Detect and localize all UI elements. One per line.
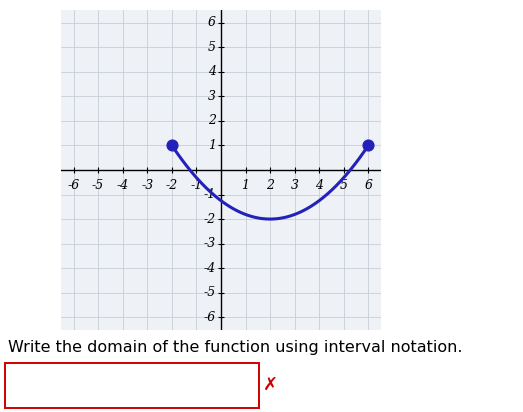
Point: [168, 142, 176, 149]
Text: -1: -1: [204, 188, 216, 201]
Text: -3: -3: [141, 178, 153, 192]
Text: ✗: ✗: [263, 376, 278, 394]
Text: 5: 5: [340, 178, 348, 192]
Text: -3: -3: [204, 237, 216, 250]
Text: 6: 6: [208, 16, 216, 29]
Text: -2: -2: [204, 213, 216, 226]
Text: 3: 3: [291, 178, 299, 192]
Text: 6: 6: [365, 178, 372, 192]
Text: 1: 1: [208, 139, 216, 152]
Text: 2: 2: [266, 178, 274, 192]
Text: 2: 2: [208, 114, 216, 127]
Text: 1: 1: [242, 178, 249, 192]
Text: 5: 5: [208, 41, 216, 54]
Text: [-2,6]  [-2,1]: [-2,6] [-2,1]: [14, 378, 112, 393]
Text: -4: -4: [204, 262, 216, 275]
Text: -6: -6: [204, 311, 216, 324]
Text: -1: -1: [190, 178, 202, 192]
Text: 3: 3: [208, 90, 216, 103]
Text: -4: -4: [117, 178, 129, 192]
Text: -6: -6: [67, 178, 79, 192]
Text: 4: 4: [315, 178, 323, 192]
Point: [364, 142, 372, 149]
Text: Write the domain of the function using interval notation.: Write the domain of the function using i…: [8, 340, 462, 355]
Text: -5: -5: [92, 178, 104, 192]
Text: -2: -2: [166, 178, 178, 192]
Text: 4: 4: [208, 65, 216, 78]
Text: -5: -5: [204, 286, 216, 299]
